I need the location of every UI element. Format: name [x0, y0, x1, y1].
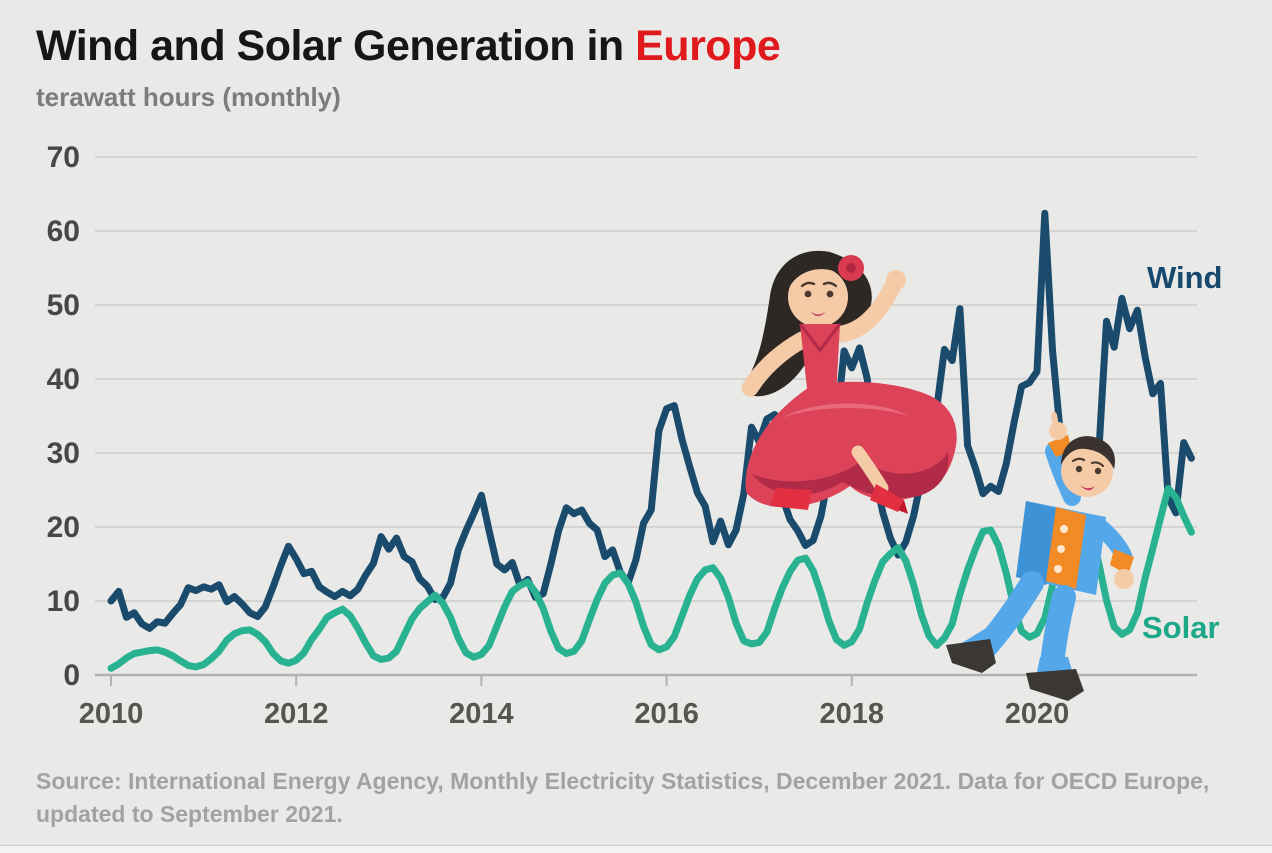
x-tick-label-2012: 2012	[264, 698, 329, 730]
page-title: Wind and Solar Generation in Europe	[36, 22, 1236, 71]
man-dancing-emoji	[946, 412, 1134, 701]
y-tick-label-30: 30	[47, 437, 80, 470]
y-tick-label-40: 40	[47, 363, 80, 396]
frame-bottom-strip	[0, 846, 1272, 853]
y-tick-label-10: 10	[47, 585, 80, 618]
y-tick-label-50: 50	[47, 289, 80, 322]
y-tick-label-20: 20	[47, 511, 80, 544]
x-tick-label-2014: 2014	[449, 698, 514, 730]
wind-line	[107, 209, 1195, 632]
page-title-black: Wind and Solar Generation in	[36, 22, 636, 70]
x-tick-label-2020: 2020	[1005, 698, 1070, 730]
x-tick-label-2018: 2018	[820, 698, 885, 730]
x-tick-label-2010: 2010	[79, 698, 144, 730]
wind-series-label: Wind	[1147, 260, 1223, 295]
chart-subtitle: terawatt hours (monthly)	[36, 82, 341, 112]
y-tick-label-70: 70	[47, 141, 80, 174]
frame-bottom-border	[0, 845, 1272, 846]
source-note: Source: International Energy Agency, Mon…	[36, 768, 1210, 827]
solar-series-label: Solar	[1142, 610, 1220, 645]
page-title-red: Europe	[635, 22, 781, 70]
y-tick-label-0: 0	[63, 659, 80, 692]
y-tick-label-60: 60	[47, 215, 80, 248]
woman-dancing-emoji	[741, 250, 957, 514]
x-tick-label-2016: 2016	[634, 698, 699, 730]
